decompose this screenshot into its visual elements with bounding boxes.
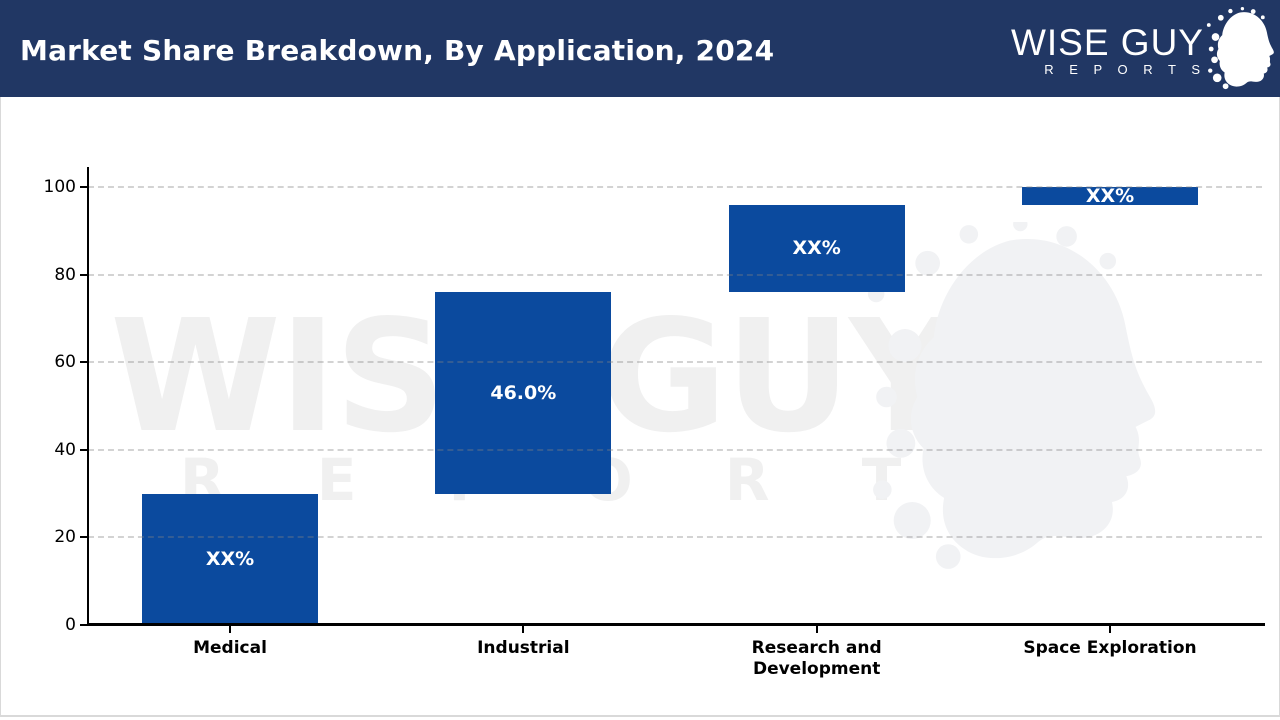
category-label-line: Space Exploration (1023, 638, 1197, 658)
page-title: Market Share Breakdown, By Application, … (20, 34, 775, 67)
x-tick-2 (815, 626, 818, 633)
category-label-0: Medical (110, 638, 350, 659)
category-label-line: Research and (751, 638, 882, 658)
category-label-2: Research and Development (697, 638, 937, 680)
brand-logo-subtitle: R E P O R T S (1044, 62, 1206, 77)
y-tick-100 (80, 186, 87, 188)
bar-research-and-development (728, 204, 905, 293)
y-tick-20 (80, 536, 87, 539)
bar-value-label: XX% (1085, 184, 1135, 207)
y-tick-label-80: 80 (54, 264, 76, 285)
y-tick-label-60: 60 (54, 352, 76, 373)
y-tick-label-40: 40 (54, 439, 76, 460)
category-label-line: Development (752, 659, 881, 679)
gridline-40 (88, 448, 1262, 451)
brand-logo: WISE GUY R E P O R T S (1010, 0, 1274, 97)
gridline-80 (88, 273, 1262, 276)
bar-industrial (435, 292, 612, 494)
y-axis-spine (87, 167, 89, 625)
x-tick-1 (522, 626, 525, 633)
category-label-1: Industrial (403, 638, 643, 659)
bar-value-label: XX% (205, 548, 255, 571)
gridline-100 (88, 186, 1262, 188)
y-tick-0 (80, 624, 87, 626)
y-tick-60 (80, 361, 87, 364)
gridline-20 (88, 536, 1262, 539)
gridline-60 (88, 361, 1262, 364)
x-tick-0 (229, 626, 231, 633)
bar-space-exploration (1021, 187, 1198, 205)
x-axis-spine (87, 623, 1265, 626)
category-label-line: Medical (193, 638, 267, 658)
bar-medical (142, 493, 318, 625)
x-tick-3 (1108, 626, 1111, 633)
y-tick-label-100: 100 (43, 177, 76, 197)
bar-value-label: XX% (792, 237, 841, 260)
canvas-border-left (0, 97, 1, 717)
brand-logo-wordmark: WISE GUY (1010, 22, 1204, 63)
bar-value-label: 46.0% (490, 381, 557, 404)
category-label-line: Industrial (477, 638, 570, 658)
y-tick-label-0: 0 (65, 615, 76, 635)
y-tick-40 (80, 448, 87, 451)
head-profile-icon (1206, 7, 1274, 90)
y-tick-label-20: 20 (54, 527, 76, 548)
header-band: Market Share Breakdown, By Application, … (0, 0, 1280, 97)
y-tick-80 (80, 273, 87, 276)
category-label-3: Space Exploration (990, 638, 1230, 659)
canvas-border-bottom (0, 715, 1280, 717)
